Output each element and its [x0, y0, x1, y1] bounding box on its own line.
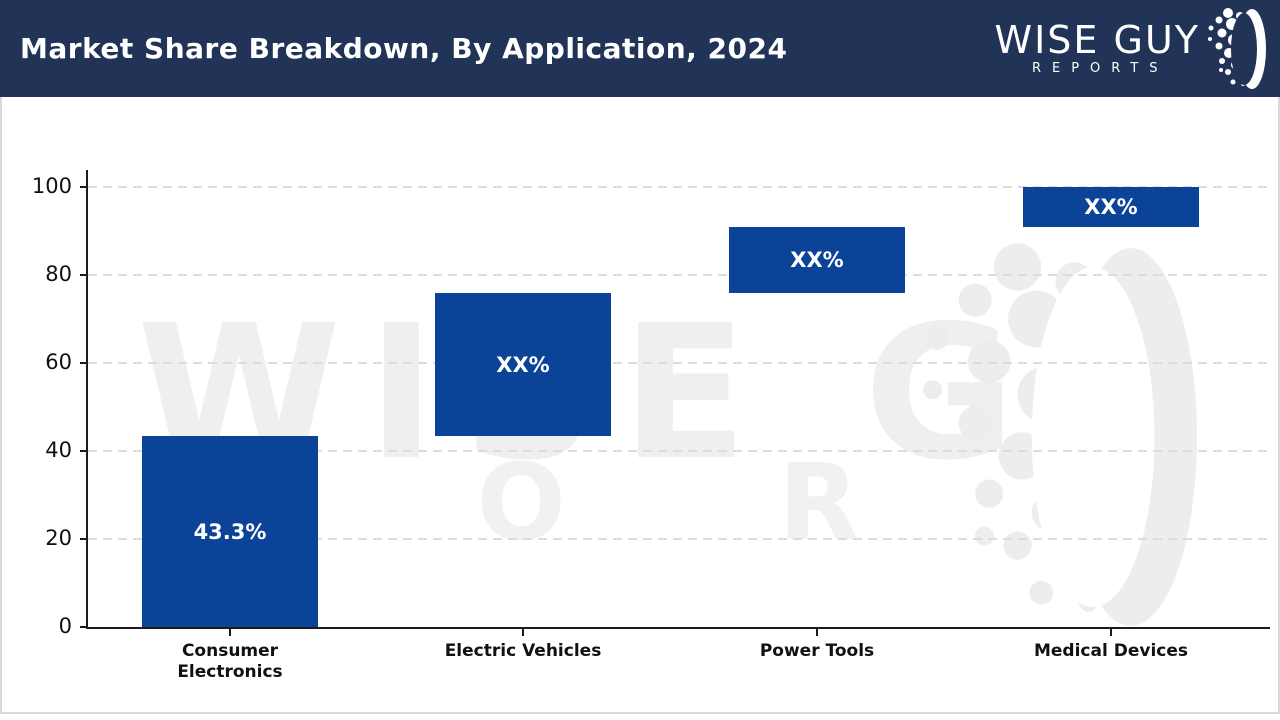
watermark-face-icon — [923, 243, 1197, 626]
x-tick-label: Electric Vehicles — [413, 641, 633, 662]
gridline — [88, 274, 1270, 276]
page-title: Market Share Breakdown, By Application, … — [20, 32, 788, 65]
bar: 43.3% — [142, 436, 318, 627]
x-tick-label-line: Electric Vehicles — [444, 641, 602, 661]
y-tick-mark — [80, 450, 88, 452]
wiseguy-face-icon — [1208, 7, 1266, 89]
x-tick-mark — [229, 629, 231, 636]
y-tick-label: 40 — [45, 438, 72, 462]
gridline — [88, 186, 1270, 188]
header: Market Share Breakdown, By Application, … — [0, 0, 1280, 97]
wiseguy-logo-text: WISE GUY REPORTS — [995, 21, 1200, 76]
x-tick-mark — [816, 629, 818, 636]
plot: 0 20 40 60 80 100 43.3% Consumer Electronics XX% E… — [2, 97, 1278, 712]
bar: XX% — [729, 227, 905, 293]
y-tick-label: 0 — [58, 614, 72, 638]
x-tick-label: Consumer Electronics — [120, 641, 340, 684]
y-tick-label: 80 — [45, 262, 72, 286]
y-axis-line — [86, 170, 88, 629]
gridline — [88, 538, 1270, 540]
y-tick-mark — [80, 274, 88, 276]
x-tick-label-line: Electronics — [177, 662, 283, 683]
x-axis-line — [86, 627, 1270, 629]
y-tick-label: 60 — [45, 350, 72, 374]
y-tick-mark — [80, 626, 88, 628]
bar: XX% — [1023, 187, 1199, 228]
x-tick-mark — [522, 629, 524, 636]
gridline — [88, 450, 1270, 452]
x-tick-label-line: Consumer — [181, 641, 279, 661]
chart-area: WISE GU P O R T S 02040608010043.3%Consu… — [0, 97, 1280, 714]
x-tick-mark — [1110, 629, 1112, 636]
x-tick-label-line: Medical Devices — [1033, 641, 1188, 661]
gridline — [88, 362, 1270, 364]
bar-value-label: 43.3% — [193, 519, 267, 544]
x-tick-label-line: Power Tools — [759, 641, 875, 661]
logo-subtitle: REPORTS — [1031, 61, 1169, 76]
bar-value-label: XX% — [496, 352, 550, 377]
bar: XX% — [435, 292, 611, 437]
y-tick-mark — [80, 538, 88, 540]
bar-value-label: XX% — [1084, 195, 1138, 220]
x-tick-label: Medical Devices — [1001, 641, 1221, 662]
y-tick-mark — [80, 362, 88, 364]
wiseguy-logo: WISE GUY REPORTS — [995, 6, 1280, 92]
bar-value-label: XX% — [790, 247, 844, 272]
y-tick-label: 20 — [45, 526, 72, 550]
logo-wordmark: WISE GUY — [994, 18, 1200, 62]
x-tick-label: Power Tools — [707, 641, 927, 662]
y-tick-mark — [80, 186, 88, 188]
y-tick-label: 100 — [31, 174, 72, 198]
